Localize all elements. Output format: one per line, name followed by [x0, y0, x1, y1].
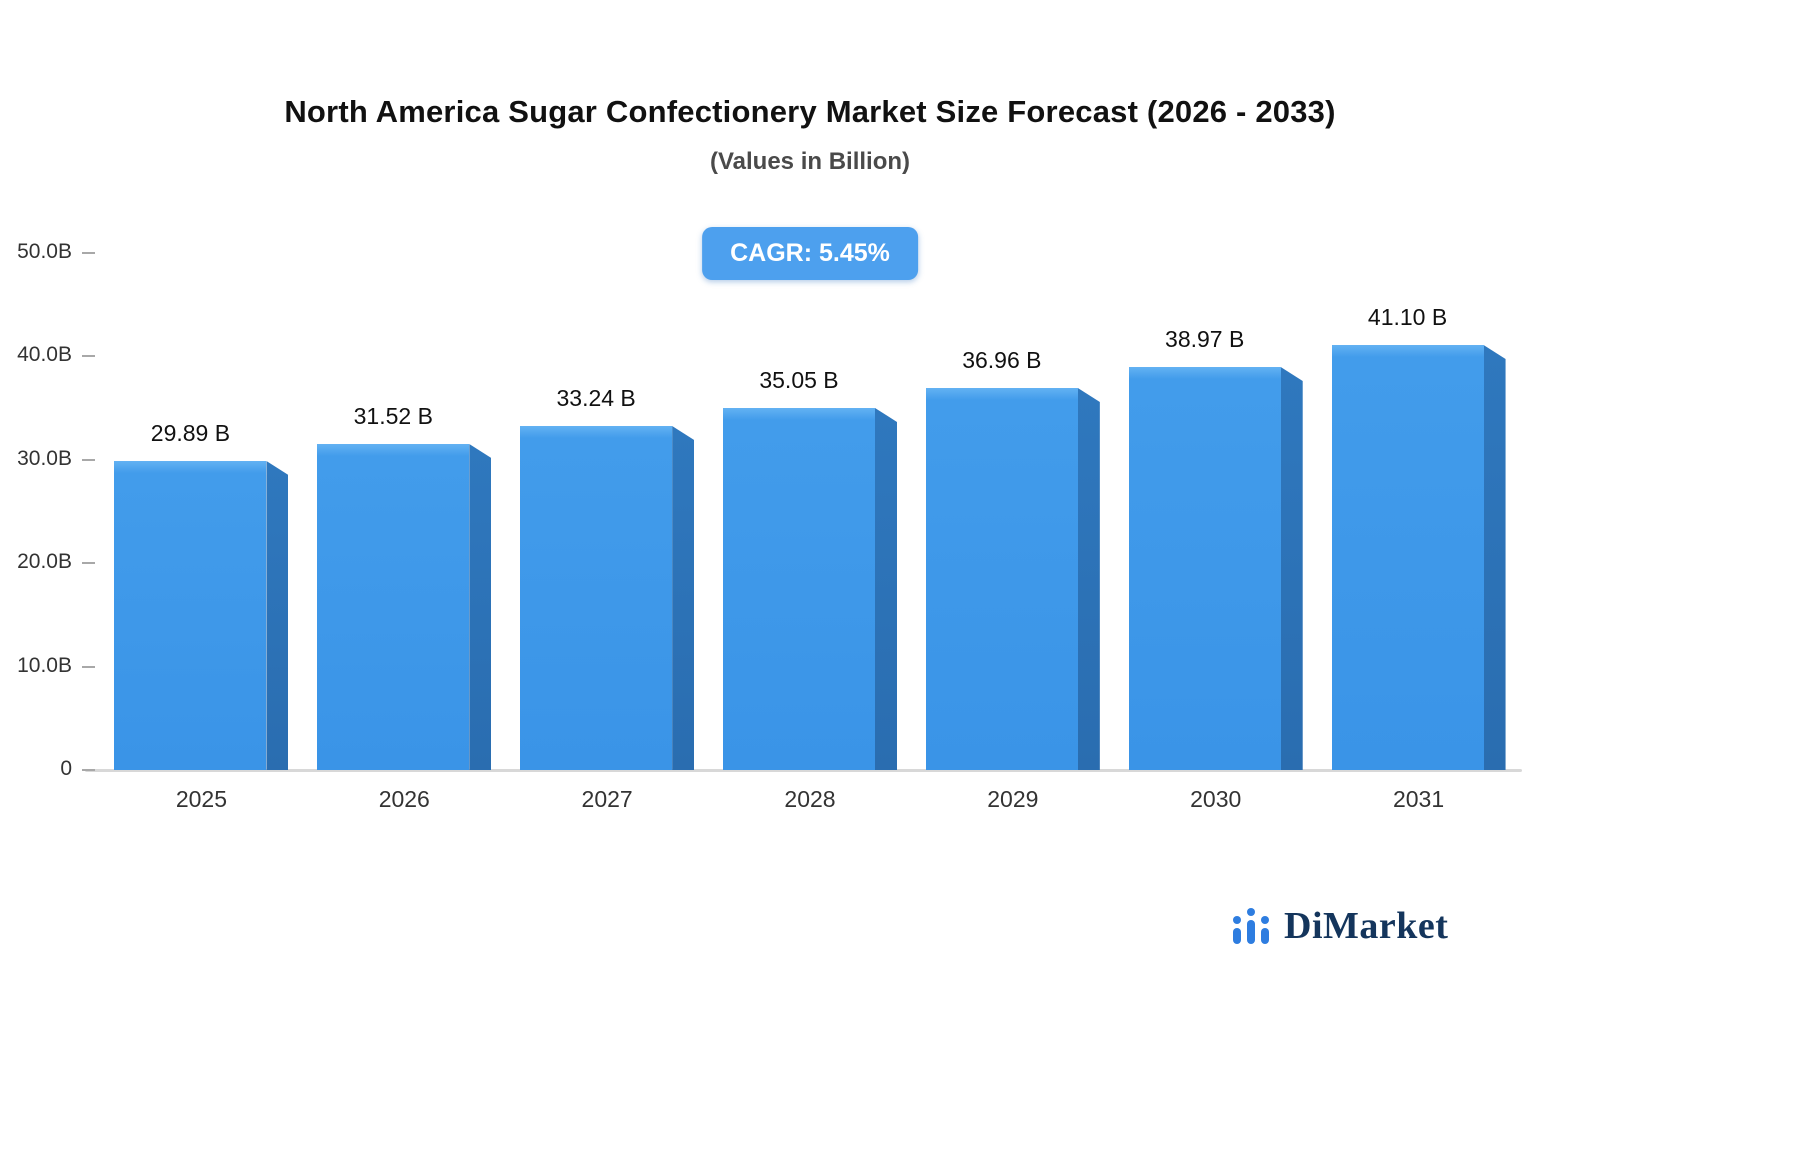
y-tick-label: 10.0B — [17, 653, 72, 677]
chart-subtitle: (Values in Billion) — [709, 148, 911, 175]
y-tick-mark — [82, 665, 95, 668]
y-tick-label: 30.0B — [17, 446, 72, 470]
x-tick-label: 2031 — [1392, 786, 1445, 812]
bar-value-label: 33.24 B — [556, 385, 636, 411]
bar-front-face — [520, 426, 673, 770]
bar-value-label: 41.10 B — [1367, 304, 1448, 330]
bar-side-face — [469, 444, 492, 770]
x-tick-label: 2029 — [987, 786, 1039, 812]
chart-title: North America Sugar Confectionery Market… — [284, 94, 1336, 129]
bar-side-face — [266, 461, 289, 770]
y-tick-label: 50.0B — [17, 240, 72, 263]
y-tick-label: 0 — [60, 757, 72, 780]
y-tick-label: 20.0B — [17, 550, 72, 574]
bar-front-face — [114, 461, 267, 770]
bar — [520, 426, 695, 770]
bar — [317, 444, 492, 770]
bar-front-face — [1331, 345, 1484, 770]
bar-value-label: 29.89 B — [150, 420, 231, 446]
bar-side-face — [1483, 345, 1506, 770]
y-tick-mark — [82, 355, 95, 358]
y-tick-mark — [82, 252, 95, 254]
bar-front-face — [723, 408, 875, 770]
x-tick-label: 2028 — [784, 786, 836, 812]
bar-value-label: 35.05 B — [759, 367, 839, 393]
x-tick-label: 2026 — [378, 786, 430, 812]
dimarket-logo: DiMarket — [1228, 903, 1448, 949]
plot-area: 0 10.0B 20.0B 30.0B 40.0B 50.0B 29.89 B 2025 31.… — [17, 240, 1522, 812]
bar-side-face — [875, 408, 897, 770]
cagr-badge: CAGR: 5.45% — [702, 227, 918, 280]
bar — [114, 461, 289, 770]
x-tick-label: 2025 — [175, 786, 227, 812]
bar-side-face — [1077, 388, 1100, 770]
bar — [1331, 345, 1506, 770]
bar — [925, 388, 1100, 770]
y-tick-label: 40.0B — [17, 343, 72, 367]
bar-chart-dots-icon — [1228, 903, 1274, 949]
bar-side-face — [672, 426, 695, 770]
bar-value-label: 31.52 B — [353, 403, 433, 429]
bar — [723, 408, 897, 770]
bar-front-face — [317, 444, 470, 770]
y-tick-mark — [82, 562, 95, 565]
y-tick-mark — [82, 769, 95, 771]
bar — [1128, 367, 1303, 770]
x-axis-baseline — [85, 769, 1522, 772]
logo-text: DiMarket — [1284, 905, 1449, 947]
bar-front-face — [1128, 367, 1281, 770]
bar-value-label: 38.97 B — [1165, 326, 1245, 352]
y-tick-mark — [82, 458, 95, 461]
bar-value-label: 36.96 B — [962, 347, 1042, 373]
x-tick-label: 2027 — [581, 786, 633, 812]
bar-front-face — [925, 388, 1078, 770]
x-tick-label: 2030 — [1190, 786, 1242, 812]
bar-side-face — [1280, 367, 1303, 770]
